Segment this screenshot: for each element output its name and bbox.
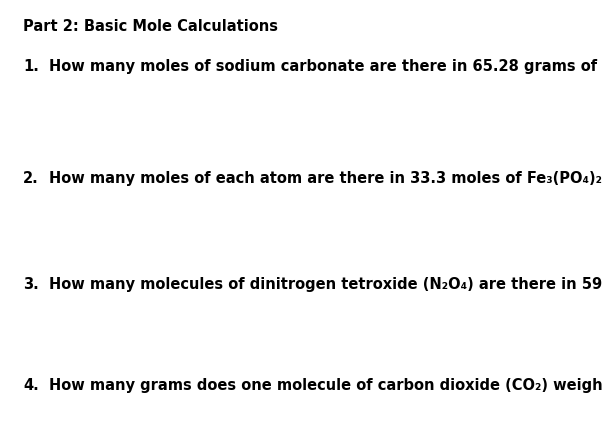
Text: 1.: 1. [23,59,39,74]
Text: 3.: 3. [23,276,39,291]
Text: How many grams does one molecule of carbon dioxide (CO₂) weigh?: How many grams does one molecule of carb… [49,377,602,392]
Text: How many moles of each atom are there in 33.3 moles of Fe₃(PO₄)₂?: How many moles of each atom are there in… [49,171,602,186]
Text: 4.: 4. [23,377,39,392]
Text: How many molecules of dinitrogen tetroxide (N₂O₄) are there in 59 g of N₂O₄?: How many molecules of dinitrogen tetroxi… [49,276,602,291]
Text: Part 2: Basic Mole Calculations: Part 2: Basic Mole Calculations [23,19,278,34]
Text: 2.: 2. [23,171,39,186]
Text: How many moles of sodium carbonate are there in 65.28 grams of Na₂CO₃?: How many moles of sodium carbonate are t… [49,59,602,74]
